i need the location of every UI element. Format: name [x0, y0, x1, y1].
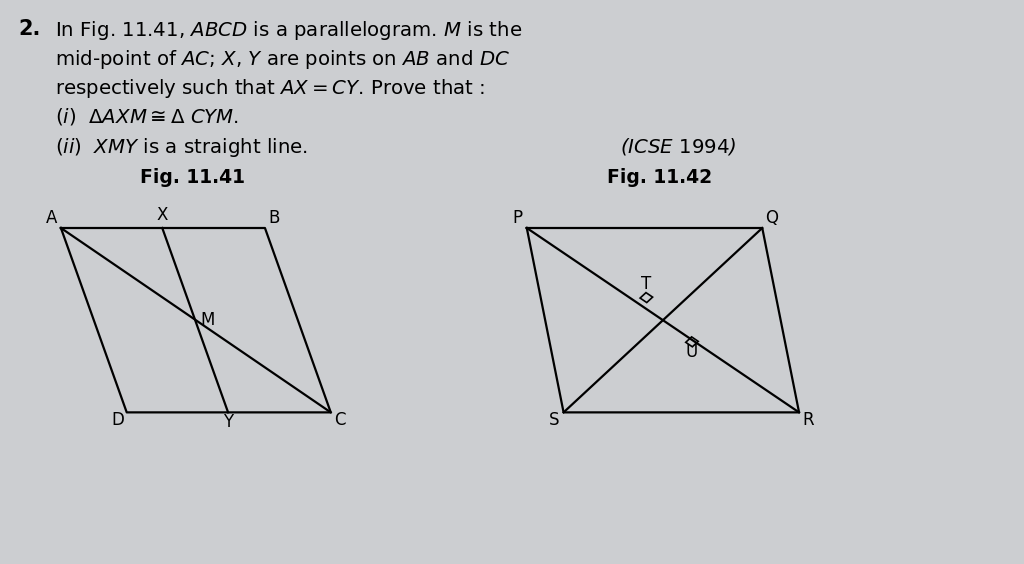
Text: respectively such that $AX = CY$. Prove that :: respectively such that $AX = CY$. Prove …	[55, 77, 485, 100]
Text: S: S	[549, 411, 560, 429]
Text: A: A	[46, 209, 57, 227]
Text: ($ICSE$ $1994$): ($ICSE$ $1994$)	[620, 136, 736, 157]
Text: In Fig. 11.41, $ABCD$ is a parallelogram. $M$ is the: In Fig. 11.41, $ABCD$ is a parallelogram…	[55, 19, 522, 42]
Text: C: C	[334, 411, 345, 429]
Text: Fig. 11.41: Fig. 11.41	[140, 169, 245, 187]
Text: 2.: 2.	[18, 19, 40, 39]
Text: $(ii)$  $XMY$ is a straight line.: $(ii)$ $XMY$ is a straight line.	[55, 136, 308, 159]
Text: P: P	[513, 209, 523, 227]
Text: $(i)$  $\Delta AXM \cong \Delta$ $CYM$.: $(i)$ $\Delta AXM \cong \Delta$ $CYM$.	[55, 106, 239, 127]
Text: M: M	[201, 311, 215, 329]
Text: D: D	[112, 411, 124, 429]
Text: Q: Q	[765, 209, 778, 227]
Text: B: B	[268, 209, 280, 227]
Text: Fig. 11.42: Fig. 11.42	[606, 169, 712, 187]
Text: U: U	[686, 343, 698, 362]
Text: mid-point of $AC$; $X$, $Y$ are points on $AB$ and $DC$: mid-point of $AC$; $X$, $Y$ are points o…	[55, 48, 510, 71]
Text: R: R	[802, 411, 814, 429]
Text: X: X	[157, 206, 168, 224]
Text: Y: Y	[223, 413, 233, 431]
Text: T: T	[641, 275, 651, 293]
